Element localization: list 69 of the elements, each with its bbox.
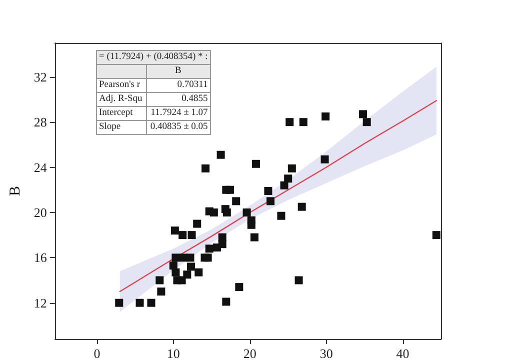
y-tick-label: 20 [34,204,47,220]
point [183,270,192,279]
point [222,208,231,216]
point [235,283,244,292]
point [204,254,212,262]
point [277,212,286,220]
y-tick-label: 28 [34,114,47,130]
point [178,231,187,240]
annotation: Intercept [96,106,146,120]
point [242,208,251,216]
annotation: B [146,64,210,78]
point [202,164,210,172]
point [170,226,179,235]
point [250,233,258,242]
point [115,298,124,307]
point [156,276,164,284]
point [136,298,144,307]
point [178,276,186,284]
point [299,118,308,126]
point [210,208,218,216]
annotation: 0.70311 [146,78,210,92]
point [432,231,440,240]
y-tick-label: 16 [34,250,48,266]
point [286,118,294,126]
point [266,197,275,206]
x-tick-label: 0 [94,346,100,360]
point [284,174,292,183]
point [359,110,368,118]
annotation: Pearson's r [96,78,146,92]
point [298,202,306,211]
point [216,150,225,159]
point [193,220,202,228]
annotation: Adj. R-Squ [96,92,146,106]
point [320,155,329,164]
point [288,164,296,172]
point [186,262,195,271]
point [188,231,196,240]
annotation: 11.7924 ± 1.07 [146,106,210,120]
x-tick-label: 30 [320,346,333,360]
x-tick-label: 10 [166,346,180,360]
annotation: Slope [96,120,146,134]
point [222,298,230,306]
y-tick-label: 32 [34,69,47,84]
y-axis-title: B [8,186,24,196]
point [264,187,272,195]
point [172,254,180,262]
point [218,240,226,248]
point [205,244,214,253]
point [252,160,260,168]
point [147,298,156,307]
annotation: 0.40835 ± 0.05 [146,120,210,134]
x-tick-label: 40 [396,346,410,360]
annotation: 0.4855 [146,92,210,106]
point [194,268,203,276]
annotation: = (11.7924) + (0.408354) * : [96,50,210,64]
point [169,262,178,270]
point [280,181,288,190]
point [226,186,234,194]
point [322,112,330,120]
point [186,254,194,262]
point [362,118,371,126]
y-tick-label: 24 [34,160,48,175]
point [294,276,303,284]
x-tick-label: 20 [243,346,256,360]
point [157,288,166,296]
point [247,220,256,229]
point [232,197,240,206]
point [172,268,180,276]
y-tick-label: 12 [34,295,47,310]
